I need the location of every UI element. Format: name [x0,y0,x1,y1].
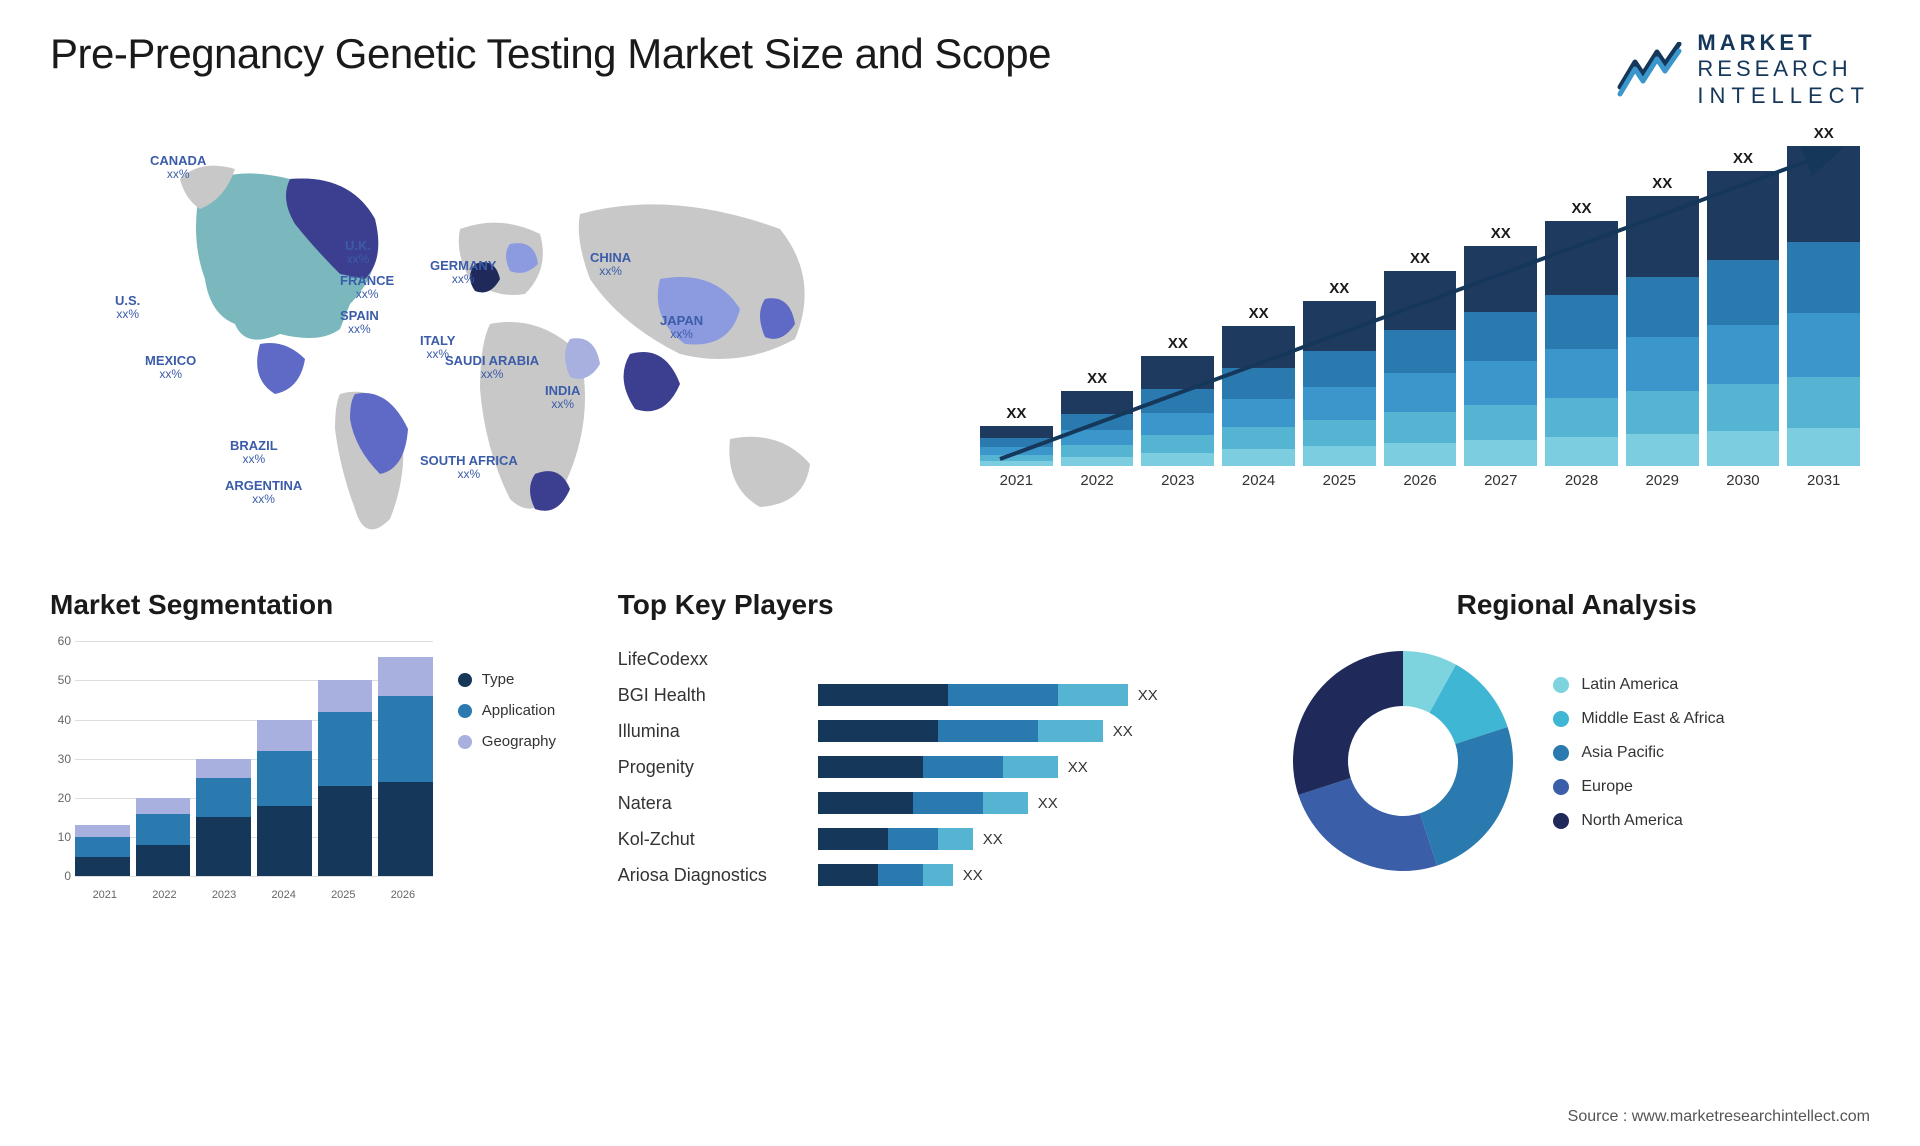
segmentation-section: Market Segmentation 0102030405060 202120… [50,589,588,901]
source-text: Source : www.marketresearchintellect.com [1568,1108,1870,1126]
logo: MARKET RESEARCH INTELLECT [1615,30,1870,109]
growth-bar-2031: XX2031 [1787,125,1860,489]
player-label: Kol-Zchut [618,821,798,857]
donut-slice-europe [1299,778,1438,871]
map-label-india: INDIAxx% [545,384,580,411]
player-label: Natera [618,785,798,821]
player-bar-row: XX [818,821,1254,857]
regional-legend-item: North America [1553,812,1870,830]
world-map-section: CANADAxx% U.S.xx% MEXICOxx% BRAZILxx% ARGENT… [50,129,930,549]
seg-bar-2025 [318,680,373,876]
segmentation-legend: Type Application Geography [458,641,588,901]
segmentation-title: Market Segmentation [50,589,588,621]
map-label-spain: SPAINxx% [340,309,379,336]
players-title: Top Key Players [618,589,1254,621]
map-label-us: U.S.xx% [115,294,140,321]
seg-bar-2026 [378,657,433,876]
map-label-southafrica: SOUTH AFRICAxx% [420,454,518,481]
regional-legend-item: Asia Pacific [1553,744,1870,762]
regional-title: Regional Analysis [1283,589,1870,621]
player-label: LifeCodexx [618,641,798,677]
player-bar-row: XX [818,749,1254,785]
map-label-germany: GERMANYxx% [430,259,496,286]
players-bars: XXXXXXXXXXXX [818,641,1254,893]
growth-bar-2022: XX2022 [1061,370,1134,489]
players-section: Top Key Players LifeCodexxBGI HealthIllu… [618,589,1254,901]
regional-section: Regional Analysis Latin America Middle Ea… [1283,589,1870,901]
regional-legend-item: Middle East & Africa [1553,710,1870,728]
map-label-mexico: MEXICOxx% [145,354,196,381]
page-title: Pre-Pregnancy Genetic Testing Market Siz… [50,30,1051,78]
growth-bar-2021: XX2021 [980,405,1053,489]
growth-bar-2027: XX2027 [1464,225,1537,489]
map-label-france: FRANCExx% [340,274,394,301]
seg-legend-type: Type [458,671,588,688]
map-label-argentina: ARGENTINAxx% [225,479,302,506]
growth-bar-2028: XX2028 [1545,200,1618,489]
map-label-canada: CANADAxx% [150,154,206,181]
growth-bar-2030: XX2030 [1707,150,1780,489]
map-label-japan: JAPANxx% [660,314,703,341]
seg-bar-2024 [257,720,312,877]
map-label-saudiarabia: SAUDI ARABIAxx% [445,354,539,381]
player-bar-row: XX [818,677,1254,713]
regional-legend: Latin America Middle East & Africa Asia Pa… [1553,676,1870,846]
player-bar-row: XX [818,713,1254,749]
player-bar-row: XX [818,857,1254,893]
map-label-brazil: BRAZILxx% [230,439,278,466]
seg-bar-2023 [196,759,251,876]
logo-icon [1615,42,1685,97]
seg-bar-2022 [136,798,191,876]
player-label: Illumina [618,713,798,749]
world-map [50,129,930,549]
seg-legend-application: Application [458,702,588,719]
growth-bar-2026: XX2026 [1384,250,1457,489]
regional-donut [1283,641,1523,881]
logo-text-2: RESEARCH [1697,56,1870,82]
growth-bar-2025: XX2025 [1303,280,1376,489]
players-labels: LifeCodexxBGI HealthIlluminaProgenityNat… [618,641,798,893]
player-label: Ariosa Diagnostics [618,857,798,893]
segmentation-chart: 0102030405060 202120222023202420252026 [50,641,433,901]
regional-legend-item: Europe [1553,778,1870,796]
growth-chart-section: XX2021XX2022XX2023XX2024XX2025XX2026XX20… [970,129,1870,549]
growth-bar-2024: XX2024 [1222,305,1295,489]
donut-slice-north-america [1293,651,1403,795]
regional-legend-item: Latin America [1553,676,1870,694]
growth-bar-2023: XX2023 [1141,335,1214,489]
map-label-china: CHINAxx% [590,251,631,278]
map-label-uk: U.K.xx% [345,239,371,266]
donut-slice-asia-pacific [1420,727,1513,866]
seg-legend-geography: Geography [458,733,588,750]
seg-bar-2021 [75,825,130,876]
growth-bar-2029: XX2029 [1626,175,1699,489]
player-label: BGI Health [618,677,798,713]
player-label: Progenity [618,749,798,785]
logo-text-3: INTELLECT [1697,83,1870,109]
player-bar-row: XX [818,785,1254,821]
logo-text-1: MARKET [1697,30,1870,56]
